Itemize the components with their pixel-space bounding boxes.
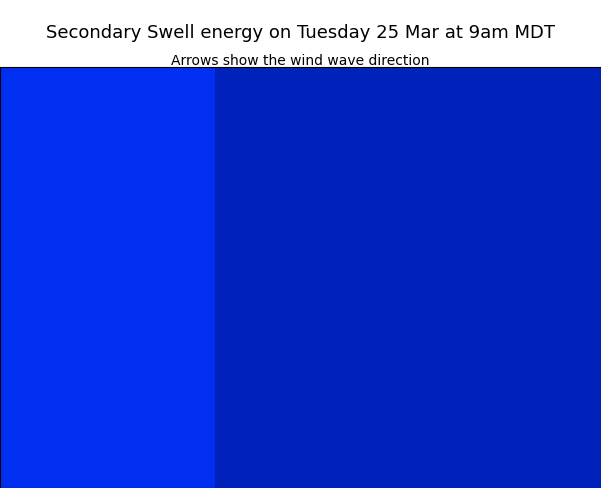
Bar	[0, 68, 215, 488]
Text: Secondary Swell energy on Tuesday 25 Mar at 9am MDT: Secondary Swell energy on Tuesday 25 Mar…	[46, 24, 555, 42]
Text: Arrows show the wind wave direction: Arrows show the wind wave direction	[171, 54, 430, 68]
